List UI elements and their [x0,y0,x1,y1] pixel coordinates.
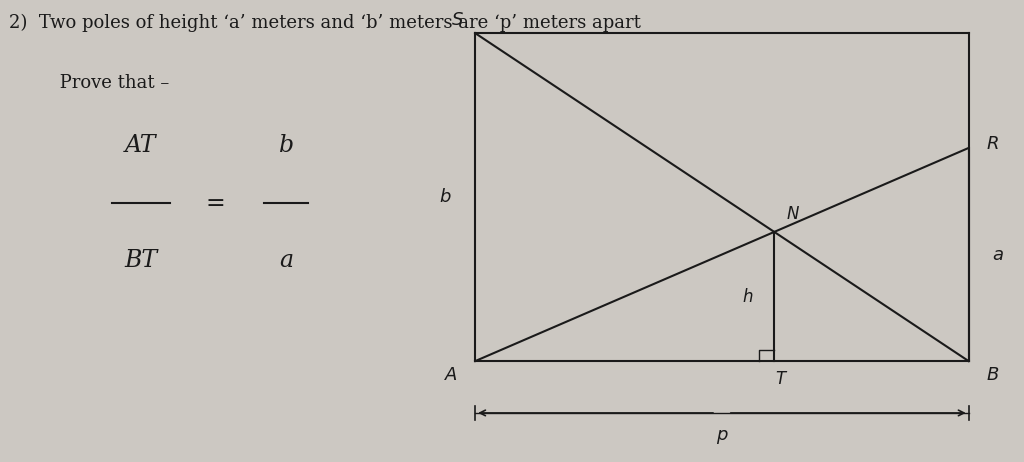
Text: R: R [987,134,999,152]
Text: b: b [439,188,452,206]
Text: B: B [987,365,999,383]
Text: A: A [444,365,457,383]
Text: =: = [206,192,225,215]
Text: Prove that –: Prove that – [31,74,169,92]
Text: S: S [452,11,463,29]
Text: T: T [775,370,785,388]
Text: a: a [280,249,293,273]
Text: p: p [716,426,728,444]
Text: 2)  Two poles of height ‘a’ meters and ‘b’ meters are ‘p’ meters apart: 2) Two poles of height ‘a’ meters and ‘b… [9,14,641,32]
Text: BT: BT [124,249,158,273]
Text: AT: AT [125,134,157,157]
Text: b: b [279,134,294,157]
Text: a: a [992,245,1004,263]
Text: h: h [742,287,754,305]
Text: N: N [786,205,799,223]
